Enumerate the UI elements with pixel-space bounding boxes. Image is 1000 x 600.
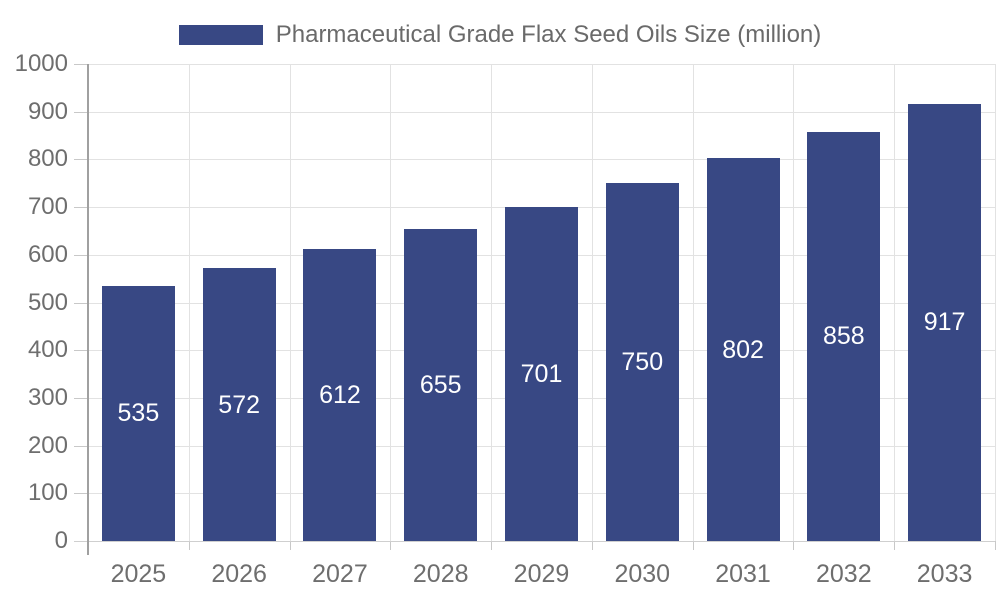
gridline-horizontal xyxy=(88,111,995,113)
y-axis-tick xyxy=(74,445,88,447)
gridline-vertical xyxy=(491,64,493,541)
gridline-vertical xyxy=(591,64,593,541)
gridline-horizontal xyxy=(88,64,995,65)
y-axis-tick xyxy=(74,350,88,352)
y-tick-label: 400 xyxy=(27,336,68,364)
x-tick-label: 2025 xyxy=(110,560,167,588)
y-axis-tick xyxy=(74,397,88,399)
gridline-horizontal xyxy=(88,159,995,161)
x-tick-label: 2033 xyxy=(916,560,973,588)
bar[interactable] xyxy=(404,228,478,541)
x-tick-label: 2026 xyxy=(211,560,267,588)
x-axis-tick xyxy=(894,541,896,550)
y-tick-label: 100 xyxy=(27,479,68,507)
y-tick-label: 300 xyxy=(27,383,68,411)
bar[interactable] xyxy=(303,249,377,541)
y-axis-tick xyxy=(74,254,88,256)
bar[interactable] xyxy=(706,158,780,541)
gridline-vertical xyxy=(289,64,291,541)
y-tick-label: 0 xyxy=(54,527,68,554)
x-axis-tick xyxy=(289,541,291,550)
bar-value-label: 858 xyxy=(822,322,865,351)
y-axis-tick xyxy=(74,111,88,113)
gridline-vertical xyxy=(390,64,392,541)
y-axis-tick xyxy=(74,159,88,161)
gridline-vertical xyxy=(793,64,795,541)
legend-label: Pharmaceutical Grade Flax Seed Oils Size… xyxy=(275,21,822,48)
bar-value-label: 917 xyxy=(923,308,966,337)
bar[interactable] xyxy=(202,268,276,541)
gridline-vertical xyxy=(995,64,996,541)
y-axis-tick xyxy=(74,207,88,209)
y-tick-label: 600 xyxy=(27,240,68,268)
bar-value-label: 701 xyxy=(520,359,563,388)
y-axis-tick xyxy=(74,493,88,495)
y-axis-tick xyxy=(74,302,88,304)
bar-value-label: 535 xyxy=(117,399,160,428)
x-tick-label: 2031 xyxy=(715,560,771,588)
y-tick-label: 900 xyxy=(27,97,68,125)
gridline-vertical xyxy=(692,64,694,541)
bar[interactable] xyxy=(101,285,175,541)
x-tick-label: 2029 xyxy=(513,560,570,588)
legend-item[interactable]: Pharmaceutical Grade Flax Seed Oils Size… xyxy=(0,21,1000,48)
x-axis-tick xyxy=(491,541,493,550)
bar-value-label: 612 xyxy=(319,381,361,410)
bar-value-label: 750 xyxy=(621,348,664,377)
x-axis-tick xyxy=(692,541,694,550)
y-tick-label: 1000 xyxy=(14,50,68,77)
bar-value-label: 802 xyxy=(722,335,764,364)
x-axis-tick xyxy=(793,541,795,550)
bar-value-label: 655 xyxy=(419,370,462,399)
x-axis-tick xyxy=(591,541,593,550)
y-tick-label: 800 xyxy=(27,145,68,173)
gridline-vertical xyxy=(894,64,896,541)
x-axis-tick xyxy=(188,541,190,550)
x-tick-label: 2030 xyxy=(614,560,671,588)
bar[interactable] xyxy=(908,103,982,541)
bar[interactable] xyxy=(807,131,881,541)
bar[interactable] xyxy=(505,206,578,541)
y-axis-tick xyxy=(74,64,88,65)
x-tick-label: 2028 xyxy=(412,560,469,588)
y-tick-label: 500 xyxy=(27,288,68,316)
gridline-vertical xyxy=(188,64,190,541)
x-axis-tick xyxy=(995,541,996,550)
x-axis-line xyxy=(74,541,995,542)
y-tick-label: 700 xyxy=(27,193,68,221)
x-axis-tick xyxy=(390,541,392,550)
x-tick-label: 2027 xyxy=(312,560,368,588)
y-tick-label: 200 xyxy=(27,431,68,459)
y-axis-line xyxy=(87,64,89,555)
bar-value-label: 572 xyxy=(218,390,261,419)
legend-swatch xyxy=(178,25,263,45)
bar[interactable] xyxy=(605,183,679,541)
x-tick-label: 2032 xyxy=(816,560,872,588)
